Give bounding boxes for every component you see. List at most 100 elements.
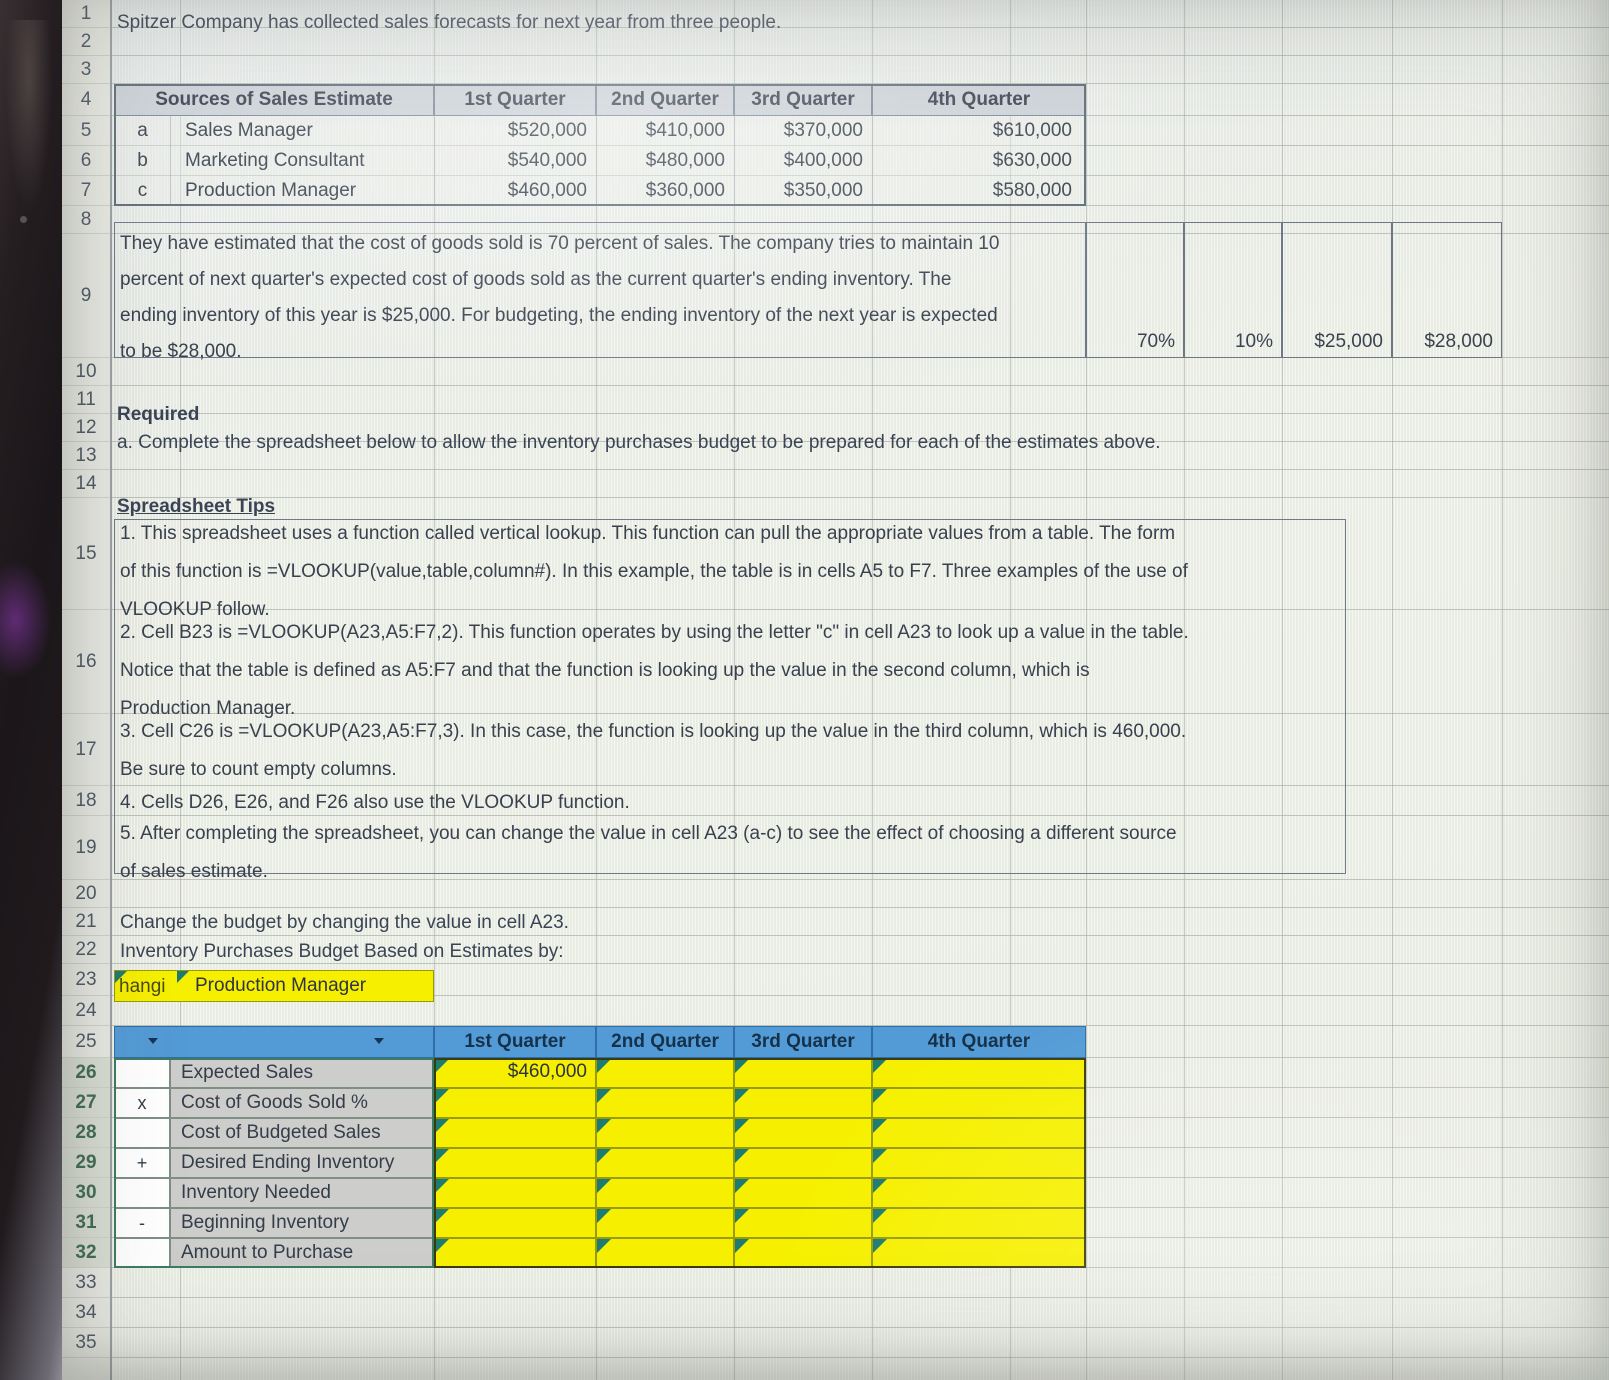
row-header-20[interactable]: 20 (62, 880, 110, 908)
row-header-12[interactable]: 12 (62, 414, 110, 442)
row-header-6[interactable]: 6 (62, 146, 110, 176)
row-header-7[interactable]: 7 (62, 176, 110, 206)
row-header-23[interactable]: 23 (62, 964, 110, 996)
row-header-8[interactable]: 8 (62, 206, 110, 234)
row-number-label: 34 (75, 1301, 97, 1323)
budget-input-q4[interactable] (872, 1178, 1086, 1208)
grid-line-h (110, 441, 1609, 442)
budget-input-q4[interactable] (872, 1118, 1086, 1148)
row-header-35[interactable]: 35 (62, 1328, 110, 1358)
ending-inventory-next-year-cell[interactable]: $28,000 (1392, 222, 1502, 358)
row-header-18[interactable]: 18 (62, 786, 110, 816)
budget-input-q4[interactable] (872, 1148, 1086, 1178)
header-label: 1st Quarter (464, 89, 566, 110)
row-header-5[interactable]: 5 (62, 116, 110, 146)
budget-input-q3[interactable] (734, 1088, 872, 1118)
budget-header-q2: 2nd Quarter (596, 1026, 734, 1058)
grid-line-v (1282, 0, 1283, 1380)
grid-line-h (110, 55, 1609, 56)
ending-inventory-percent-cell[interactable]: 10% (1184, 222, 1282, 358)
row-header-34[interactable]: 34 (62, 1298, 110, 1328)
filter-dropdown-icon[interactable] (148, 1038, 158, 1044)
source-selector-cell[interactable]: hangi Production Manager (114, 970, 434, 1002)
row-header-14[interactable]: 14 (62, 470, 110, 498)
comment-indicator-icon (597, 1059, 611, 1073)
estimates-cell-q3[interactable]: $370,000 (734, 116, 872, 146)
row-header-24[interactable]: 24 (62, 996, 110, 1026)
row-header-21[interactable]: 21 (62, 908, 110, 936)
row-header-15[interactable]: 15 (62, 498, 110, 610)
budget-input-q3[interactable] (734, 1148, 872, 1178)
budget-input-q2[interactable] (596, 1088, 734, 1118)
row-header-25[interactable]: 25 (62, 1026, 110, 1058)
row-header-4[interactable]: 4 (62, 84, 110, 116)
budget-input-q3[interactable] (734, 1118, 872, 1148)
estimates-row-source: Production Manager (170, 176, 434, 206)
budget-input-q2[interactable] (596, 1208, 734, 1238)
cogs-percent-value: 70% (1136, 331, 1175, 352)
row-header-26[interactable]: 26 (62, 1058, 110, 1088)
budget-header-source[interactable] (114, 1026, 434, 1058)
spreadsheet-canvas[interactable]: 1 2 3 4 5 6 7 8 9 10 11 12 13 14 15 16 17 18 19 20 21 22 23 24 2… (62, 0, 1609, 1380)
row-header-19[interactable]: 19 (62, 816, 110, 880)
estimates-cell-q2[interactable]: $410,000 (596, 116, 734, 146)
filter-dropdown-icon[interactable] (374, 1038, 384, 1044)
grid-line-h (110, 83, 1609, 84)
row-header-32[interactable]: 32 (62, 1238, 110, 1268)
row-header-17[interactable]: 17 (62, 714, 110, 786)
estimates-cell-q1[interactable]: $540,000 (434, 146, 596, 176)
row-header-1[interactable]: 1 (62, 0, 110, 28)
row-header-22[interactable]: 22 (62, 936, 110, 964)
row-header-16[interactable]: 16 (62, 610, 110, 714)
comment-indicator-icon (435, 1209, 449, 1223)
budget-input-q1[interactable] (434, 1148, 596, 1178)
estimates-cell-q4[interactable]: $630,000 (872, 146, 1086, 176)
row-number-label: 23 (75, 968, 97, 990)
budget-input-q4[interactable] (872, 1058, 1086, 1088)
budget-input-q3[interactable] (734, 1058, 872, 1088)
cell-value: $540,000 (507, 150, 587, 171)
row-header-31[interactable]: 31 (62, 1208, 110, 1238)
budget-input-q2[interactable] (596, 1178, 734, 1208)
row-header-3[interactable]: 3 (62, 56, 110, 84)
budget-input-q4[interactable] (872, 1088, 1086, 1118)
budget-input-q1[interactable] (434, 1178, 596, 1208)
row-header-33[interactable]: 33 (62, 1268, 110, 1298)
estimates-cell-q4[interactable]: $580,000 (872, 176, 1086, 206)
grid-line-h (110, 815, 1609, 816)
estimates-cell-q2[interactable]: $360,000 (596, 176, 734, 206)
row-header-11[interactable]: 11 (62, 386, 110, 414)
estimates-cell-q3[interactable]: $400,000 (734, 146, 872, 176)
row-header-27[interactable]: 27 (62, 1088, 110, 1118)
estimates-cell-q3[interactable]: $350,000 (734, 176, 872, 206)
cogs-percent-cell[interactable]: 70% (1086, 222, 1184, 358)
estimates-cell-q2[interactable]: $480,000 (596, 146, 734, 176)
row-header-29[interactable]: 29 (62, 1148, 110, 1178)
row-header-30[interactable]: 30 (62, 1178, 110, 1208)
row-header-13[interactable]: 13 (62, 442, 110, 470)
budget-input-q2[interactable] (596, 1118, 734, 1148)
budget-input-q1[interactable] (434, 1088, 596, 1118)
budget-input-q2[interactable] (596, 1148, 734, 1178)
budget-input-q4[interactable] (872, 1208, 1086, 1238)
row-header-28[interactable]: 28 (62, 1118, 110, 1148)
row-header-9[interactable]: 9 (62, 234, 110, 358)
budget-input-q3[interactable] (734, 1178, 872, 1208)
grid-line-v (734, 0, 735, 1380)
estimates-cell-q1[interactable]: $520,000 (434, 116, 596, 146)
grid-line-h (110, 145, 1609, 146)
budget-input-q1[interactable] (434, 1118, 596, 1148)
budget-input-q3[interactable] (734, 1238, 872, 1268)
row-header-2[interactable]: 2 (62, 28, 110, 56)
comment-indicator-icon (735, 1119, 749, 1133)
budget-input-q1[interactable] (434, 1208, 596, 1238)
row-number-label: 7 (80, 179, 92, 201)
estimates-cell-q1[interactable]: $460,000 (434, 176, 596, 206)
estimates-cell-q4[interactable]: $610,000 (872, 116, 1086, 146)
row-number-label: 26 (75, 1061, 97, 1083)
row-label-text: Cost of Goods Sold % (181, 1092, 368, 1113)
budget-input-q1[interactable]: $460,000 (434, 1058, 596, 1088)
budget-input-q3[interactable] (734, 1208, 872, 1238)
beginning-inventory-cell[interactable]: $25,000 (1282, 222, 1392, 358)
row-header-10[interactable]: 10 (62, 358, 110, 386)
